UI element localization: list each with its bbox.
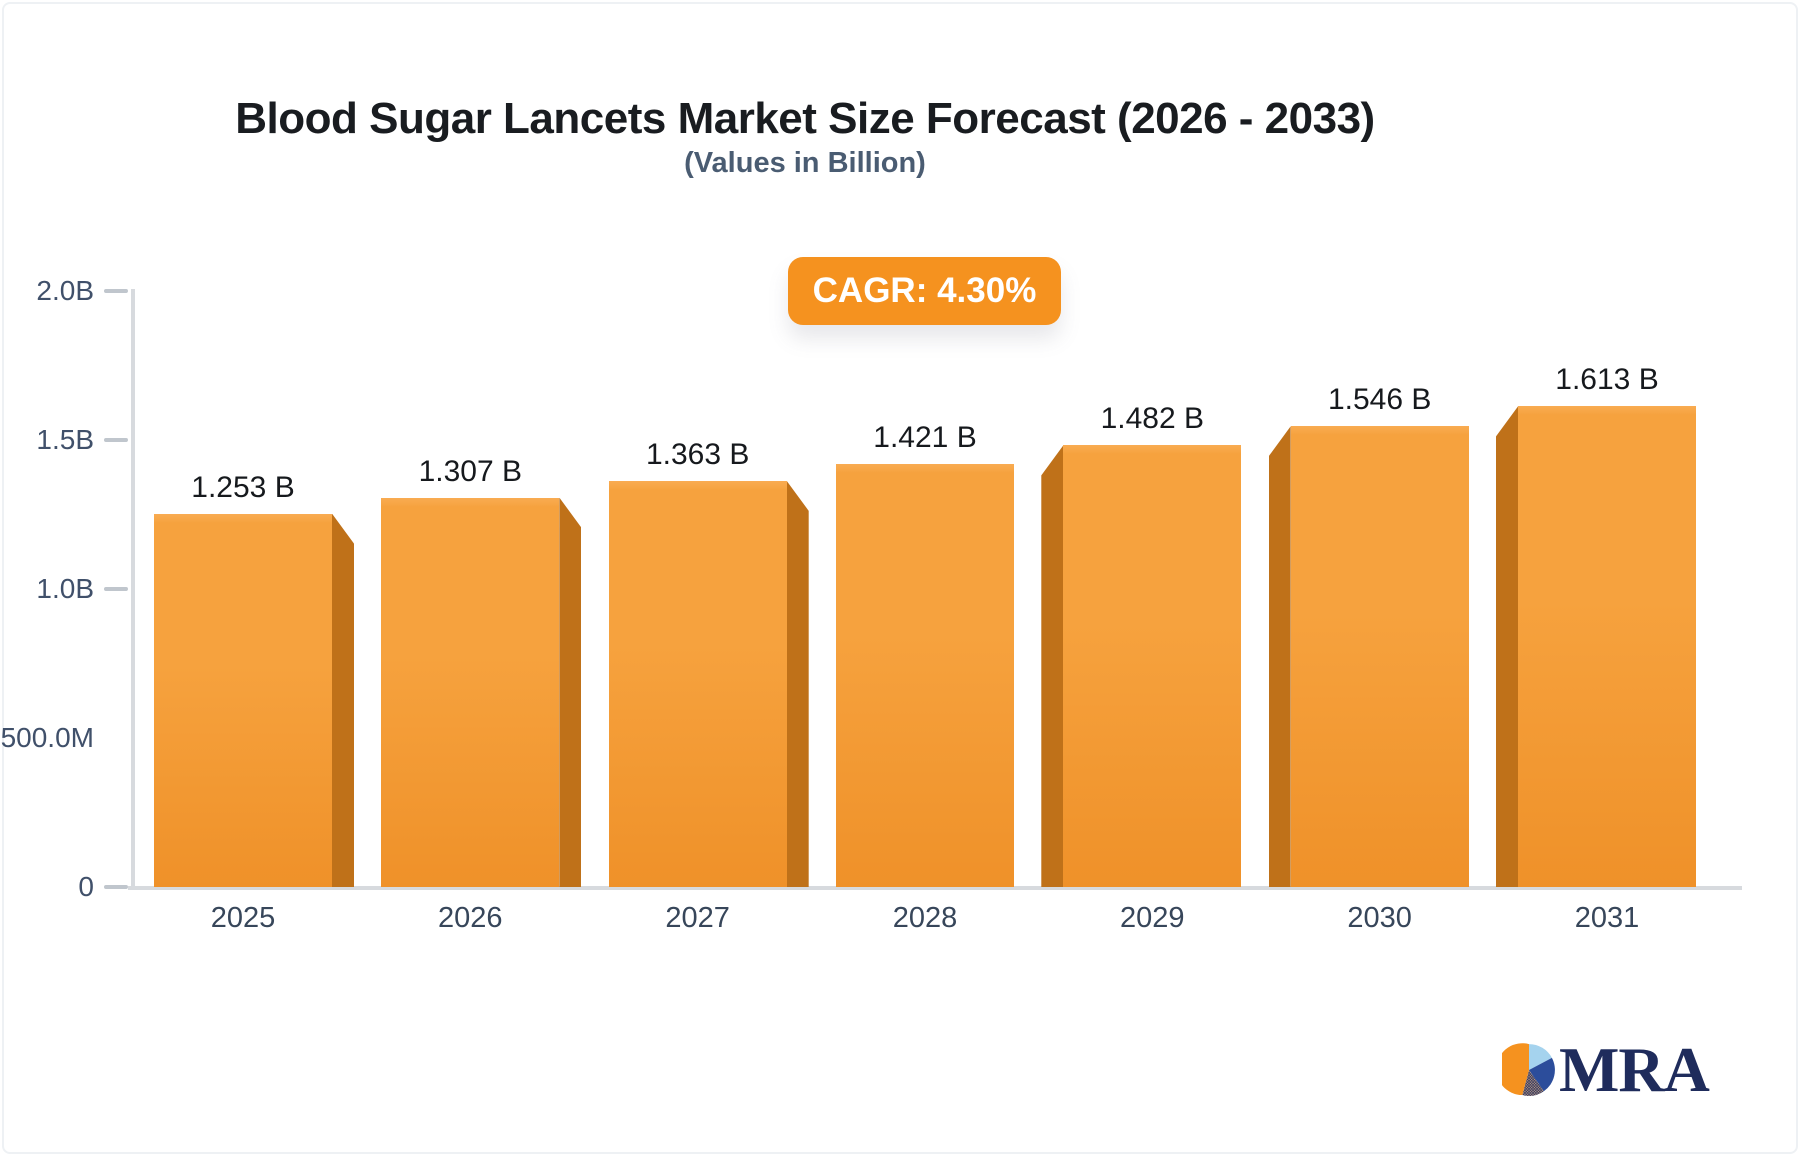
pie-slice-orange — [1502, 1043, 1529, 1096]
x-tick-label: 2025 — [210, 902, 276, 934]
x-tick-label: 2030 — [1347, 902, 1412, 934]
y-axis-tick — [104, 587, 128, 591]
bar-value-label: 1.363 B — [645, 437, 750, 471]
x-tick-label: 2027 — [665, 902, 730, 934]
x-tick-label: 2029 — [1120, 902, 1185, 934]
x-tick-label: 2031 — [1574, 902, 1640, 934]
bar — [1063, 445, 1242, 887]
bar-value-label: 1.253 B — [191, 470, 295, 504]
bar — [1290, 426, 1469, 887]
bar-value-label: 1.307 B — [418, 454, 522, 488]
bar — [381, 497, 560, 887]
x-tick-label: 2028 — [892, 902, 958, 934]
bar-value-label: 1.482 B — [1100, 402, 1204, 436]
pie-slice-lightblue — [1529, 1044, 1552, 1070]
pie-chart-icon — [1502, 1043, 1555, 1096]
y-axis-tick — [104, 885, 128, 889]
cagr-badge: CAGR: 4.30% — [788, 257, 1061, 325]
y-tick-label: 500.0M — [0, 722, 94, 753]
bar — [1518, 406, 1696, 887]
y-tick-label: 2.0B — [36, 275, 94, 306]
cagr-badge-label: CAGR: 4.30% — [812, 271, 1037, 310]
bar-3d-side — [332, 513, 354, 887]
bar-value-label: 1.546 B — [1327, 383, 1432, 417]
y-tick-label: 0 — [78, 871, 94, 902]
pie-slice-blue — [1529, 1057, 1555, 1092]
bar-value-label: 1.421 B — [873, 420, 977, 454]
y-axis-line — [131, 289, 135, 890]
chart-title: Blood Sugar Lancets Market Size Forecast… — [235, 94, 1375, 143]
bar — [608, 480, 787, 887]
x-tick-label: 2026 — [438, 902, 503, 934]
logo-text: MRA — [1559, 1034, 1710, 1105]
chart-subtitle: (Values in Billion) — [684, 147, 926, 179]
bar — [154, 513, 332, 887]
y-axis-tick — [104, 289, 128, 293]
y-axis-tick — [104, 438, 128, 442]
bar — [836, 463, 1014, 887]
bar-3d-side — [559, 497, 582, 887]
x-axis-line — [128, 886, 1742, 890]
bar-3d-side — [1496, 406, 1518, 887]
bar-3d-side — [1041, 445, 1064, 887]
bar-value-label: 1.613 B — [1555, 363, 1659, 397]
bar-3d-side — [1268, 426, 1291, 887]
pie-slice-hatched — [1522, 1070, 1544, 1096]
bar-3d-side — [786, 480, 809, 887]
y-tick-label: 1.0B — [36, 573, 94, 604]
y-tick-label: 1.5B — [36, 424, 94, 455]
brand-logo: MRA — [1502, 1034, 1710, 1105]
